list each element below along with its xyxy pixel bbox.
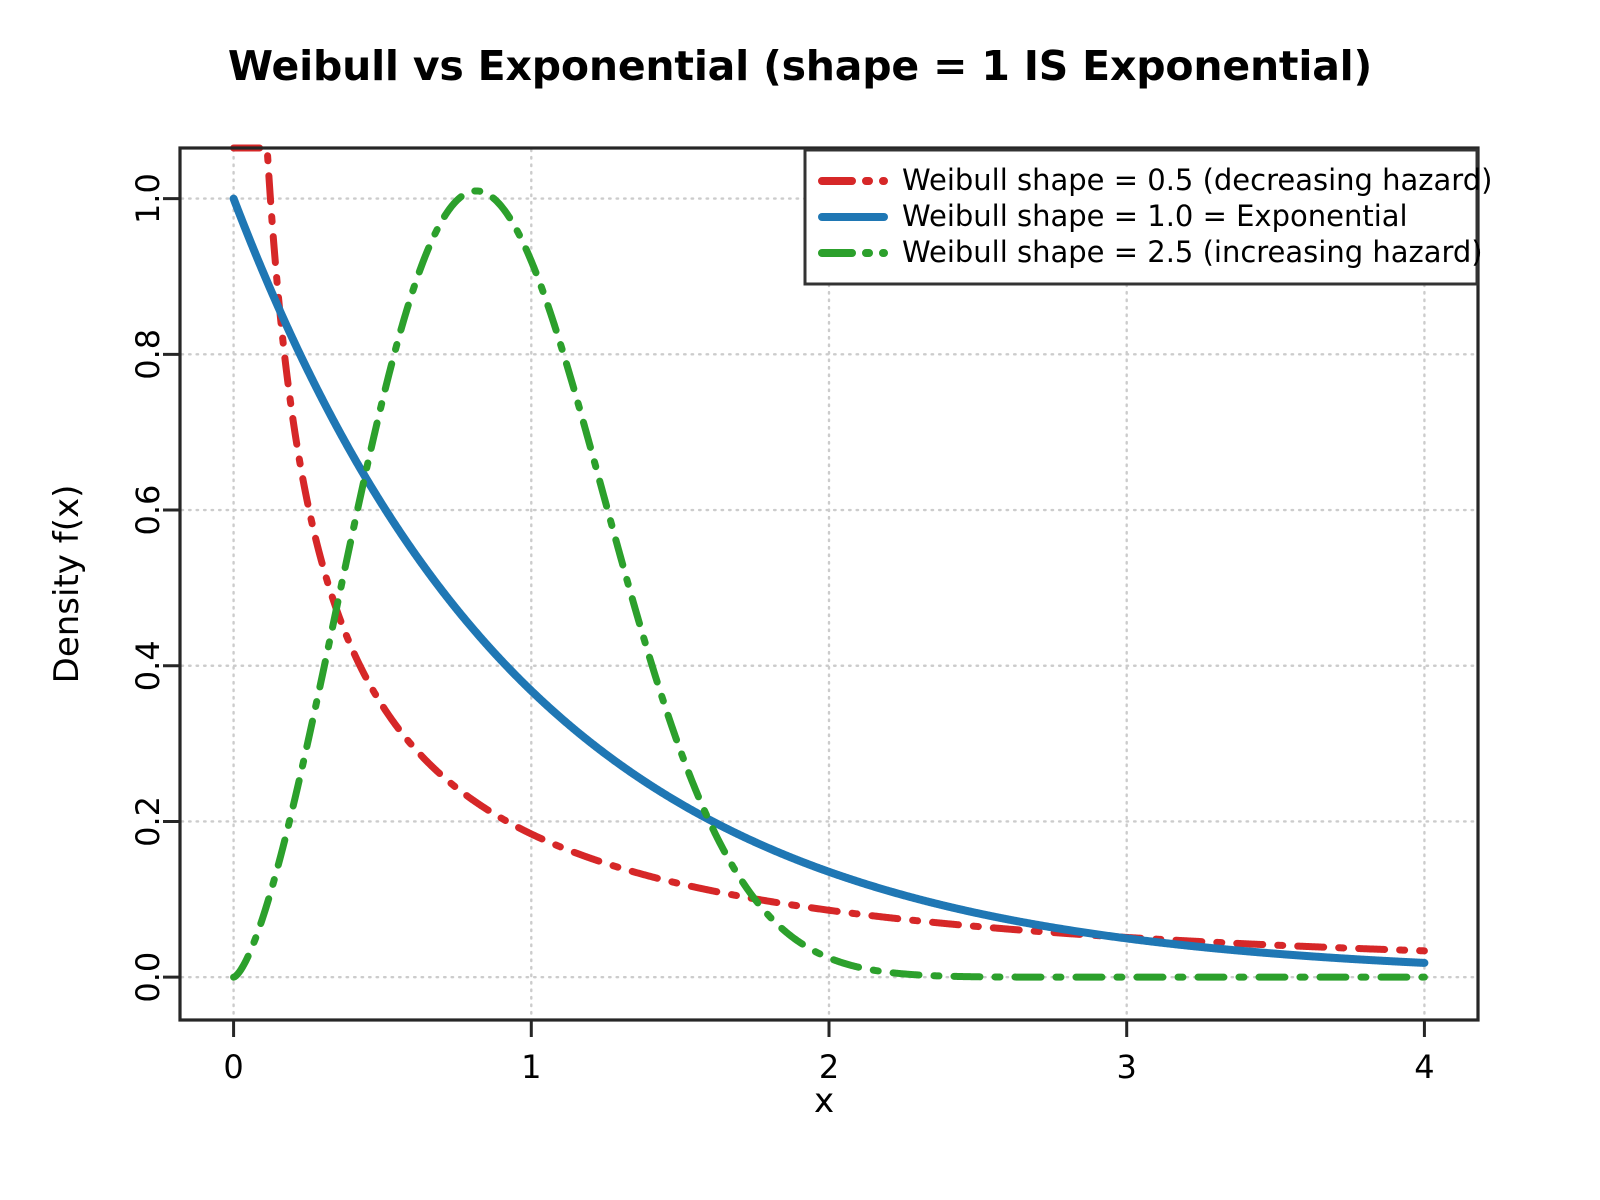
x-tick-label: 2 xyxy=(819,1048,839,1086)
x-tick-label: 4 xyxy=(1414,1048,1434,1086)
x-tick-label: 1 xyxy=(521,1048,541,1086)
curve-shape-0-5 xyxy=(230,144,1428,955)
y-tick-label: 0.4 xyxy=(129,640,167,691)
y-tick-label: 0.0 xyxy=(129,952,167,1003)
y-tick-labels: 0.0 0.2 0.4 0.6 0.8 1.0 xyxy=(129,173,167,1002)
legend-box xyxy=(803,148,1479,286)
y-tick-label: 0.6 xyxy=(129,485,167,536)
data-curves xyxy=(229,144,1429,981)
y-axis-ticks xyxy=(163,197,180,979)
chart-legend[interactable]: Weibull shape = 0.5 (decreasing hazard)W… xyxy=(803,148,1492,286)
x-axis-ticks xyxy=(232,1020,1426,1037)
y-tick-label: 1.0 xyxy=(129,173,167,224)
legend-label: Weibull shape = 1.0 = Exponential xyxy=(902,199,1408,233)
chart-title: Weibull vs Exponential (shape = 1 IS Exp… xyxy=(227,42,1373,90)
x-tick-label: 0 xyxy=(223,1048,243,1086)
x-tick-labels: 0 1 2 3 4 xyxy=(223,1048,1434,1086)
legend-label: Weibull shape = 0.5 (decreasing hazard) xyxy=(902,163,1492,197)
y-axis-label: Density f(x) xyxy=(47,485,87,684)
curve-shape-2-5 xyxy=(230,187,1428,981)
legend-label: Weibull shape = 2.5 (increasing hazard) xyxy=(902,235,1483,269)
x-tick-label: 3 xyxy=(1117,1048,1137,1086)
legend-items: Weibull shape = 0.5 (decreasing hazard)W… xyxy=(818,163,1492,269)
y-tick-label: 0.8 xyxy=(129,329,167,380)
curve-shape-1 xyxy=(229,194,1429,967)
y-tick-label: 0.2 xyxy=(129,796,167,847)
x-gridlines xyxy=(232,148,1426,1020)
x-axis-label: x xyxy=(814,1081,834,1121)
